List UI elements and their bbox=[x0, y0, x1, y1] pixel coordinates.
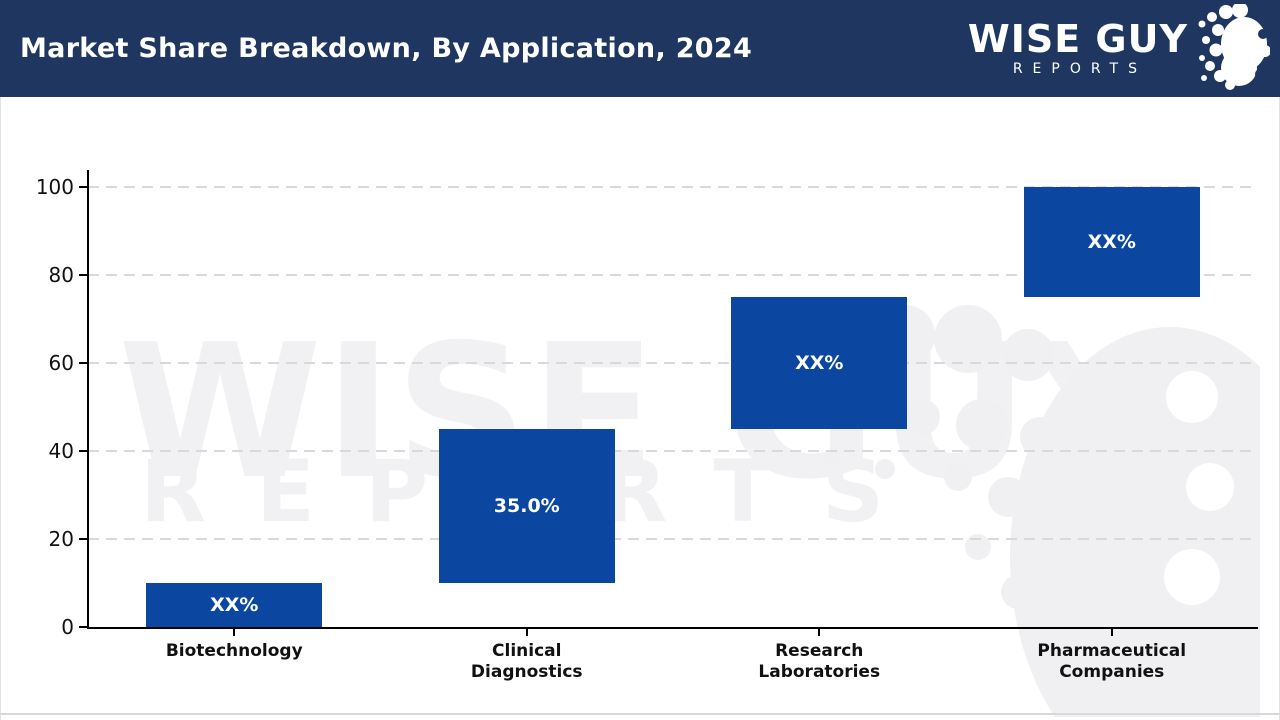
wiseguy-logo: WISE GUY REPORTS bbox=[968, 3, 1270, 94]
logo-head-icon bbox=[1198, 3, 1270, 90]
logo-text: WISE GUY REPORTS bbox=[968, 20, 1188, 77]
y-tick bbox=[79, 538, 87, 540]
bar: XX% bbox=[146, 583, 323, 627]
grid-line bbox=[88, 538, 1258, 540]
y-tick bbox=[79, 274, 87, 276]
x-category-label: Pharmaceutical Companies bbox=[1037, 641, 1187, 682]
x-tick bbox=[818, 629, 821, 636]
y-tick-label: 40 bbox=[48, 439, 74, 463]
y-tick-label: 0 bbox=[61, 615, 74, 639]
grid-line bbox=[88, 362, 1258, 364]
bar-value-label: XX% bbox=[795, 352, 844, 374]
y-tick-label: 60 bbox=[48, 351, 74, 375]
x-category-label: Biotechnology bbox=[165, 641, 303, 661]
grid-line bbox=[88, 274, 1258, 276]
x-axis-line bbox=[87, 627, 1258, 629]
bottom-divider bbox=[0, 713, 1280, 715]
y-tick bbox=[79, 626, 87, 628]
bar-value-label: XX% bbox=[210, 594, 259, 616]
logo-wordmark: WISE GUY bbox=[967, 17, 1188, 61]
y-tick bbox=[79, 362, 87, 364]
left-frame-border bbox=[0, 97, 1, 720]
x-category-label: Research Laboratories bbox=[758, 641, 881, 682]
grid-line bbox=[88, 450, 1258, 452]
y-tick bbox=[79, 186, 87, 188]
x-tick bbox=[525, 629, 528, 636]
bar: 35.0% bbox=[438, 429, 615, 583]
chart-area: WISE GUY REPORTS 020 bbox=[0, 97, 1280, 717]
x-tick bbox=[233, 629, 236, 636]
x-category-label: Clinical Diagnostics bbox=[470, 641, 583, 682]
chart-title: Market Share Breakdown, By Application, … bbox=[20, 33, 753, 64]
bar-value-label: 35.0% bbox=[493, 495, 560, 517]
y-tick bbox=[79, 450, 87, 452]
bar: XX% bbox=[731, 297, 908, 429]
y-tick-label: 100 bbox=[35, 175, 74, 199]
grid-line bbox=[88, 186, 1258, 188]
x-tick bbox=[1110, 629, 1113, 636]
y-axis-line bbox=[87, 170, 89, 629]
logo-subtext: REPORTS bbox=[1012, 61, 1147, 77]
y-tick-label: 20 bbox=[48, 527, 74, 551]
bar: XX% bbox=[1023, 187, 1200, 297]
y-tick-label: 80 bbox=[48, 263, 74, 287]
bar-value-label: XX% bbox=[1087, 231, 1136, 253]
header-bar: Market Share Breakdown, By Application, … bbox=[0, 0, 1280, 97]
